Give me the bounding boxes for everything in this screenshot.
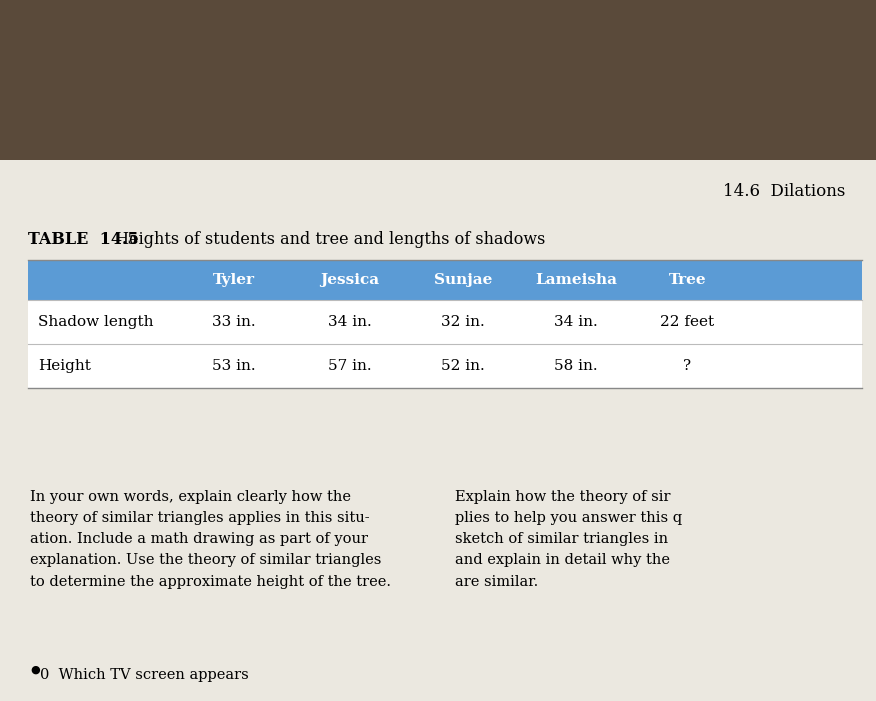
FancyBboxPatch shape [28,260,862,300]
Text: 32 in.: 32 in. [442,315,485,329]
Text: 14.6  Dilations: 14.6 Dilations [723,184,845,200]
FancyBboxPatch shape [0,0,876,160]
Text: Lameisha: Lameisha [535,273,617,287]
Text: 52 in.: 52 in. [442,359,485,373]
Text: In your own words, explain clearly how the
theory of similar triangles applies i: In your own words, explain clearly how t… [30,490,391,589]
Text: TABLE  14.5: TABLE 14.5 [28,231,138,248]
FancyBboxPatch shape [0,160,876,701]
Text: 53 in.: 53 in. [212,359,255,373]
Text: Jessica: Jessica [321,273,379,287]
Text: Heights of students and tree and lengths of shadows: Heights of students and tree and lengths… [110,231,546,248]
Text: 34 in.: 34 in. [328,315,372,329]
FancyBboxPatch shape [28,300,862,344]
Text: 57 in.: 57 in. [328,359,371,373]
Text: Height: Height [38,359,91,373]
FancyBboxPatch shape [28,344,862,388]
Text: ●: ● [30,665,39,675]
Text: 33 in.: 33 in. [212,315,255,329]
Text: 34 in.: 34 in. [555,315,598,329]
Text: Sunjae: Sunjae [434,273,492,287]
Text: ?: ? [683,359,691,373]
Text: 58 in.: 58 in. [555,359,597,373]
Text: Explain how the theory of sir
plies to help you answer this q
sketch of similar : Explain how the theory of sir plies to h… [455,490,682,589]
Text: 0  Which TV screen appears: 0 Which TV screen appears [40,668,249,682]
Text: Tree: Tree [668,273,706,287]
Text: Shadow length: Shadow length [38,315,153,329]
Text: 22 feet: 22 feet [661,315,715,329]
Text: Tyler: Tyler [213,273,255,287]
